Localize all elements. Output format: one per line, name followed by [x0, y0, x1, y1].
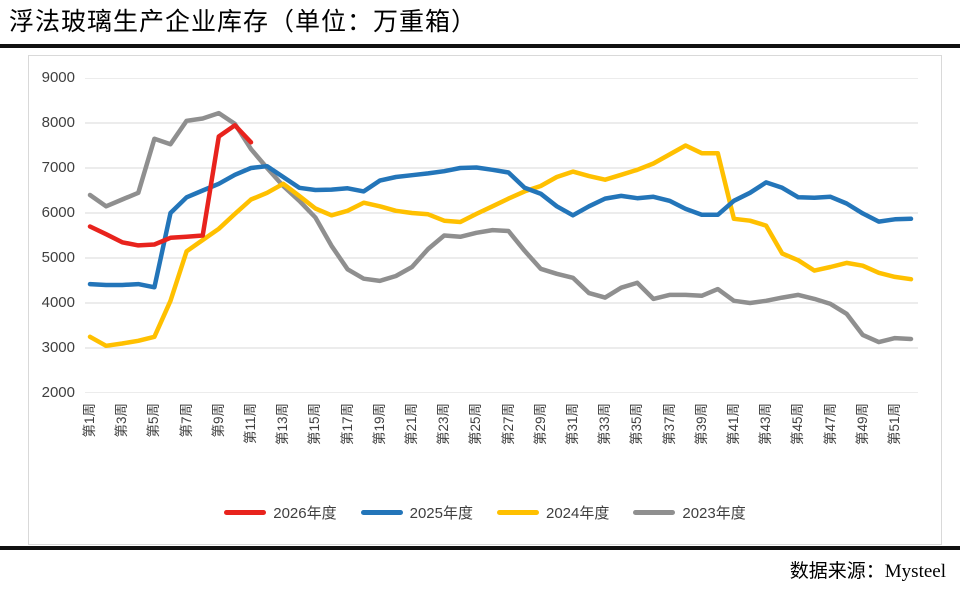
x-tick-label: 第29周 [532, 403, 548, 446]
x-tick-label: 第7周 [178, 403, 194, 438]
plot-area [85, 77, 918, 394]
series-line-2023年度 [87, 110, 914, 345]
legend-label: 2024年度 [546, 505, 610, 522]
x-tick-label: 第47周 [822, 403, 838, 446]
x-tick-label: 第1周 [82, 403, 97, 438]
x-tick-label: 第51周 [886, 403, 902, 446]
x-tick-label: 第21周 [403, 403, 419, 446]
x-tick-label: 第25周 [468, 403, 484, 446]
x-tick-label: 第45周 [790, 403, 806, 446]
x-tick-label: 第41周 [725, 403, 741, 446]
x-tick-label: 第11周 [242, 403, 258, 445]
x-tick-label: 第27周 [500, 403, 516, 446]
x-tick-label: 第35周 [629, 403, 645, 446]
legend-item: 2023年度 [633, 502, 746, 523]
x-tick-label: 第17周 [339, 403, 355, 446]
x-tick-label: 第3周 [114, 403, 130, 438]
legend-swatch [360, 510, 403, 515]
y-tick-label: 8000 [41, 114, 75, 131]
x-tick-label: 第19周 [371, 403, 387, 446]
y-tick-label: 3000 [41, 339, 75, 356]
x-tick-label: 第37周 [661, 403, 677, 446]
legend-label: 2025年度 [409, 505, 473, 522]
y-tick-label: 4000 [41, 294, 75, 311]
legend-label: 2023年度 [682, 505, 746, 522]
plot-svg [85, 77, 918, 394]
legend-swatch [633, 510, 676, 515]
divider-top [0, 44, 960, 48]
y-tick-label: 5000 [41, 249, 75, 266]
legend-item: 2026年度 [224, 502, 337, 523]
x-tick-label: 第31周 [564, 403, 580, 446]
y-tick-label: 2000 [41, 384, 75, 401]
chart-container: 9000 8000 7000 6000 5000 4000 3000 2000 第1周 第3周第… [28, 55, 942, 545]
y-tick-label: 9000 [41, 69, 75, 86]
legend-swatch [224, 510, 267, 515]
y-tick-label: 6000 [41, 204, 75, 221]
legend-swatch [497, 510, 539, 515]
legend-label: 2026年度 [273, 505, 337, 522]
page-title: 浮法玻璃生产企业库存（单位：万重箱） [9, 9, 478, 36]
legend-item: 2025年度 [360, 502, 473, 523]
x-tick-label: 第13周 [275, 403, 291, 446]
series-line-2026年度 [87, 123, 254, 248]
x-tick-label: 第9周 [210, 403, 226, 438]
data-source-note: 数据来源：Mysteel [789, 561, 946, 582]
divider-bottom [0, 546, 960, 550]
x-tick-label: 第49周 [854, 403, 870, 446]
x-tick-label: 第39周 [693, 403, 709, 446]
y-tick-label: 7000 [41, 159, 75, 176]
legend-item: 2024年度 [497, 502, 609, 523]
series-line-2024年度 [87, 143, 914, 349]
chart-legend: 2026年度 2025年度 2024年度 2023年度 [29, 502, 941, 523]
x-tick-label: 第43周 [758, 403, 774, 446]
x-tick-label: 第23周 [436, 403, 452, 446]
series-line-2025年度 [87, 163, 914, 290]
x-tick-label: 第33周 [597, 403, 613, 446]
x-tick-label: 第15周 [307, 403, 323, 446]
x-tick-label: 第5周 [146, 403, 162, 438]
